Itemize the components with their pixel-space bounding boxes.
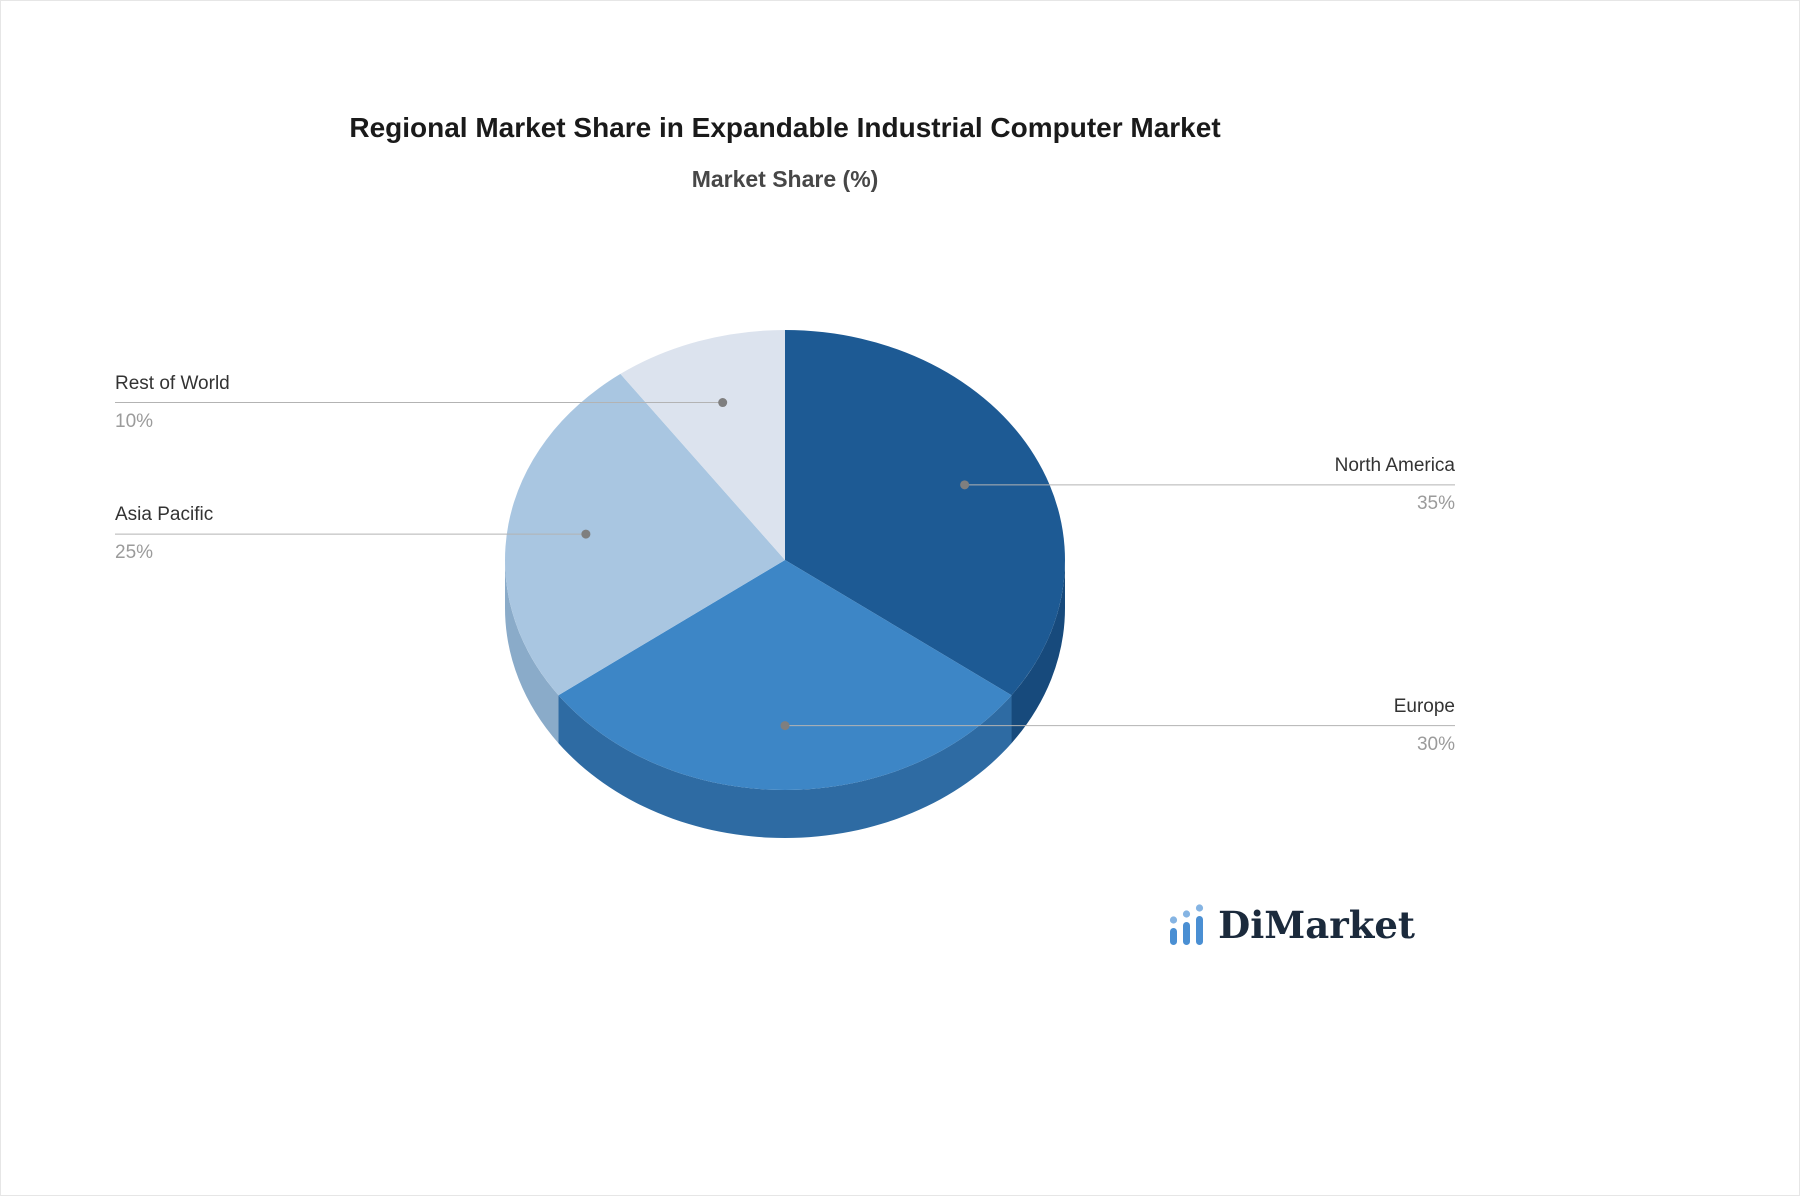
- slice-label-value: 10%: [115, 410, 154, 432]
- brand-name: DiMarket: [1218, 903, 1415, 947]
- brand-logo: DiMarket: [1169, 903, 1415, 947]
- slice-label-name: Rest of World: [115, 372, 230, 394]
- pie-label-rest-of-world: Rest of World 10%: [115, 372, 230, 434]
- bar-chart-logo-icon: [1170, 904, 1204, 945]
- chart-title: Regional Market Share in Expandable Indu…: [349, 112, 1221, 143]
- pie-label-europe: Europe 30%: [1394, 695, 1455, 757]
- slice-label-name: Asia Pacific: [115, 504, 214, 526]
- slice-label-name: Europe: [1393, 695, 1455, 717]
- pie-label-asia-pacific: Asia Pacific 25%: [115, 503, 213, 565]
- chart-subtitle: Market Share (%): [691, 166, 879, 192]
- slice-label-value: 30%: [1416, 733, 1455, 755]
- pie-label-north-america: North America 35%: [1335, 454, 1455, 516]
- slice-label-name: North America: [1334, 454, 1455, 476]
- slice-label-value: 35%: [1416, 492, 1455, 514]
- slice-label-value: 25%: [115, 542, 154, 564]
